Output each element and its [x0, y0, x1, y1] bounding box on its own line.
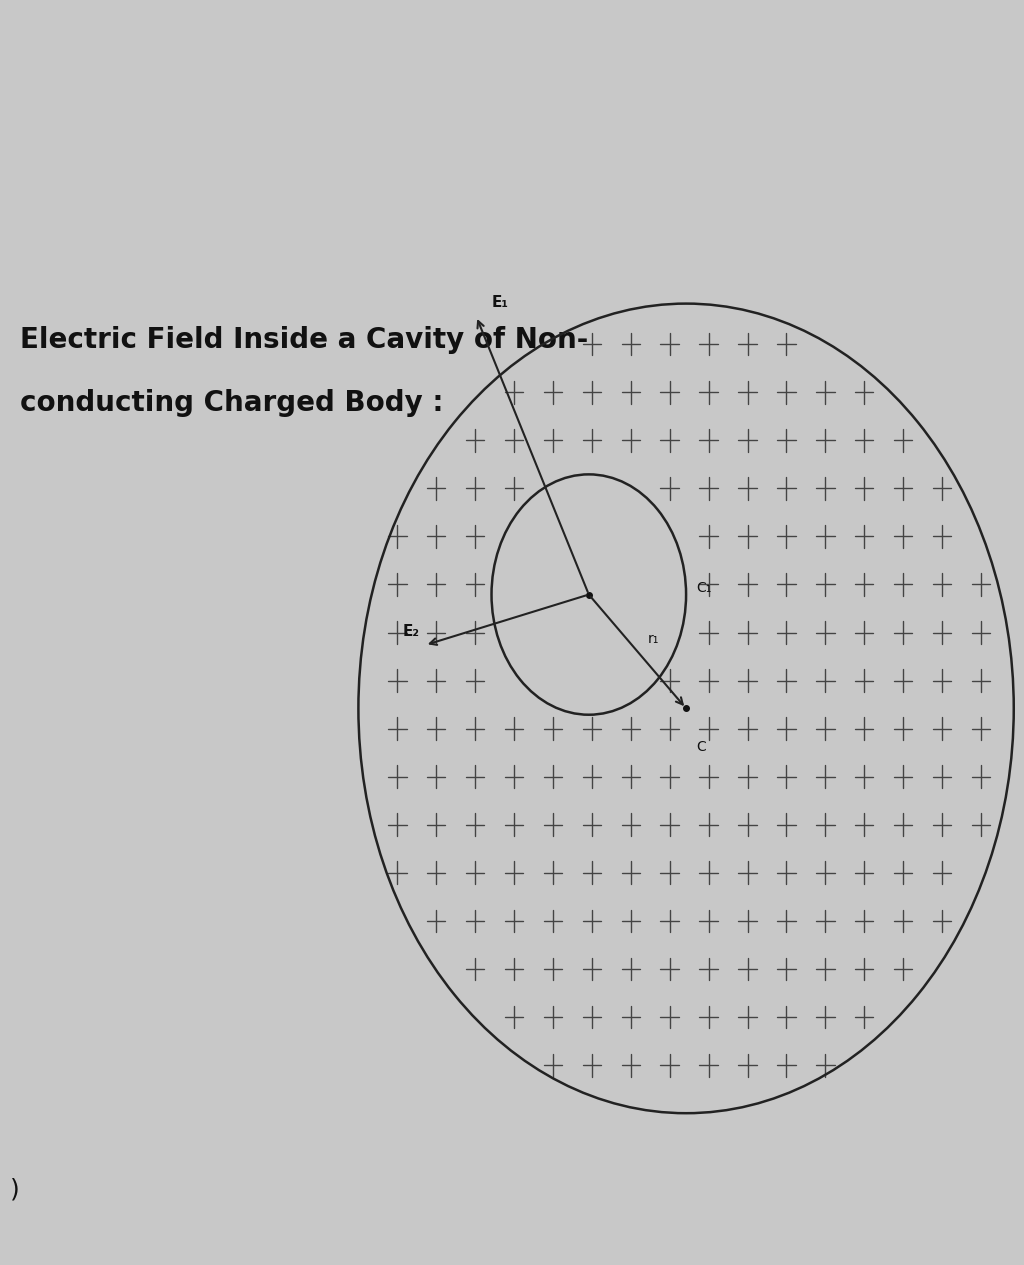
Text: conducting Charged Body :: conducting Charged Body : — [20, 390, 444, 417]
Text: E₂: E₂ — [402, 624, 420, 639]
Text: C: C — [696, 740, 707, 754]
Text: E₁: E₁ — [492, 295, 509, 310]
Text: C₁: C₁ — [696, 581, 712, 596]
Text: r₁: r₁ — [648, 631, 659, 646]
Text: Electric Field Inside a Cavity of Non-: Electric Field Inside a Cavity of Non- — [20, 326, 589, 354]
Text: ): ) — [10, 1178, 20, 1202]
